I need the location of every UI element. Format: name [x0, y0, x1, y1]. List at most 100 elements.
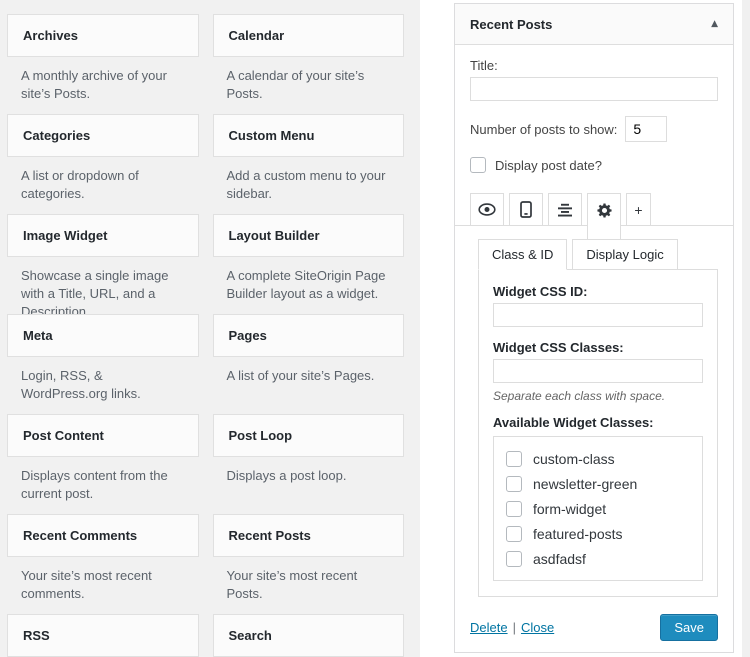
- tab-mobile[interactable]: [509, 193, 543, 226]
- available-widgets-grid: Archives A monthly archive of your site’…: [7, 14, 404, 657]
- widget-card[interactable]: Archives: [7, 14, 199, 57]
- widget-card-title: Recent Comments: [23, 528, 138, 543]
- widget-card[interactable]: Layout Builder: [212, 214, 404, 257]
- widget-card-description: Your site’s most recent comments.: [21, 568, 152, 601]
- class-checkbox[interactable]: [506, 500, 522, 517]
- widget-card-description: A complete SiteOrigin Page Builder layou…: [226, 268, 386, 301]
- widget-card-description: A calendar of your site’s Posts.: [226, 68, 365, 101]
- eye-icon: [478, 203, 496, 216]
- widget-card-description: Add a custom menu to your sidebar.: [226, 168, 386, 201]
- widget-card-title: Calendar: [228, 28, 285, 43]
- available-classes-label: Available Widget Classes:: [493, 415, 654, 430]
- class-checkbox[interactable]: [506, 475, 522, 492]
- widget-card-title: Post Loop: [228, 428, 293, 443]
- post-date-row: Display post date?: [470, 157, 718, 173]
- available-widget-layout-builder: Layout Builder A complete SiteOrigin Pag…: [212, 214, 404, 314]
- recent-posts-widget-panel: Recent Posts ▲ Title: Number of posts to…: [454, 3, 734, 653]
- class-checkbox[interactable]: [506, 525, 522, 542]
- tab-settings[interactable]: [587, 193, 621, 239]
- tab-display-logic[interactable]: Display Logic: [572, 239, 678, 270]
- tab-label: Class & ID: [492, 247, 554, 262]
- mobile-icon: [520, 201, 532, 218]
- class-option: form-widget: [506, 496, 690, 521]
- widget-card[interactable]: Recent Comments: [7, 514, 199, 557]
- available-widget-pages: Pages A list of your site’s Pages.: [212, 314, 404, 414]
- plus-icon: +: [634, 201, 643, 218]
- widget-card-description: Your site’s most recent Posts.: [226, 568, 358, 601]
- class-option-label: asdfadsf: [533, 550, 586, 567]
- class-option-label: featured-posts: [533, 525, 623, 542]
- tab-visibility[interactable]: [470, 193, 504, 226]
- tab-align[interactable]: [548, 193, 582, 226]
- widget-card-title: Search: [228, 628, 272, 643]
- available-widgets-area: Archives A monthly archive of your site’…: [0, 0, 420, 657]
- css-id-input[interactable]: [493, 303, 703, 327]
- widget-card-title: Image Widget: [23, 228, 108, 243]
- css-id-label: Widget CSS ID:: [493, 284, 588, 299]
- available-widget-post-loop: Post Loop Displays a post loop.: [212, 414, 404, 514]
- scrollbar[interactable]: [742, 0, 750, 657]
- available-widget-recent-posts: Recent Posts Your site’s most recent Pos…: [212, 514, 404, 614]
- css-classes-input[interactable]: [493, 359, 703, 383]
- display-post-date-label: Display post date?: [495, 157, 602, 173]
- tab-add[interactable]: +: [626, 193, 651, 226]
- widget-card[interactable]: RSS: [7, 614, 199, 657]
- sidebar-area: Recent Posts ▲ Title: Number of posts to…: [420, 0, 750, 657]
- widget-card-description: Displays content from the current post.: [21, 468, 168, 501]
- posts-count-label: Number of posts to show:: [470, 121, 618, 137]
- available-widget-meta: Meta Login, RSS, & WordPress.org links.: [7, 314, 199, 414]
- class-option: custom-class: [506, 446, 690, 471]
- widget-card[interactable]: Post Content: [7, 414, 199, 457]
- widget-card[interactable]: Calendar: [212, 14, 404, 57]
- available-widget-calendar: Calendar A calendar of your site’s Posts…: [212, 14, 404, 114]
- link-separator: |: [512, 620, 516, 635]
- available-widget-post-content: Post Content Displays content from the c…: [7, 414, 199, 514]
- widget-panel-footer: Delete | Close Save: [470, 614, 718, 646]
- collapse-icon[interactable]: ▲: [711, 18, 718, 29]
- class-option-label: newsletter-green: [533, 475, 638, 492]
- close-link[interactable]: Close: [520, 620, 555, 635]
- available-widget-categories: Categories A list or dropdown of categor…: [7, 114, 199, 214]
- widget-card-description: A monthly archive of your site’s Posts.: [21, 68, 167, 101]
- widget-card[interactable]: Pages: [212, 314, 404, 357]
- posts-count-input[interactable]: [625, 116, 668, 142]
- class-checkbox[interactable]: [506, 550, 522, 567]
- tab-label: Display Logic: [586, 247, 664, 262]
- widget-card-description: Showcase a single image with a Title, UR…: [21, 268, 169, 319]
- widget-card-title: Categories: [23, 128, 91, 143]
- css-classes-label: Widget CSS Classes:: [493, 340, 624, 355]
- tab-class-and-id[interactable]: Class & ID: [478, 239, 568, 270]
- widget-panel-header[interactable]: Recent Posts ▲: [455, 4, 733, 45]
- widget-card[interactable]: Categories: [7, 114, 199, 157]
- save-button[interactable]: Save: [660, 614, 718, 641]
- widget-card-title: Custom Menu: [228, 128, 315, 143]
- widget-card-title: Recent Posts: [228, 528, 311, 543]
- widget-card-description: A list of your site’s Pages.: [226, 368, 375, 383]
- widget-card[interactable]: Recent Posts: [212, 514, 404, 557]
- class-option-label: custom-class: [533, 450, 615, 467]
- widget-card[interactable]: Post Loop: [212, 414, 404, 457]
- gear-icon: [596, 202, 613, 219]
- class-checkbox[interactable]: [506, 450, 522, 467]
- widget-card-title: Post Content: [23, 428, 104, 443]
- available-classes-list: custom-class newsletter-green form-widge…: [493, 436, 703, 581]
- available-widget-recent-comments: Recent Comments Your site’s most recent …: [7, 514, 199, 614]
- title-input[interactable]: [470, 77, 718, 101]
- available-widget-archives: Archives A monthly archive of your site’…: [7, 14, 199, 114]
- class-option: featured-posts: [506, 521, 690, 546]
- css-classes-note: Separate each class with space.: [493, 389, 666, 403]
- delete-link[interactable]: Delete: [470, 620, 508, 635]
- widget-card[interactable]: Custom Menu: [212, 114, 404, 157]
- display-post-date-checkbox[interactable]: [470, 157, 486, 173]
- widget-card-description: A list or dropdown of categories.: [21, 168, 139, 201]
- widget-icon-tabbar: +: [455, 193, 734, 239]
- class-option: newsletter-green: [506, 471, 690, 496]
- widget-card[interactable]: Image Widget: [7, 214, 199, 257]
- widget-card-description: Login, RSS, & WordPress.org links.: [21, 368, 141, 401]
- widget-card[interactable]: Search: [212, 614, 404, 657]
- class-option: asdfadsf: [506, 546, 690, 571]
- widget-card-description: Displays a post loop.: [226, 468, 347, 483]
- widget-card[interactable]: Meta: [7, 314, 199, 357]
- widget-card-title: RSS: [23, 628, 50, 643]
